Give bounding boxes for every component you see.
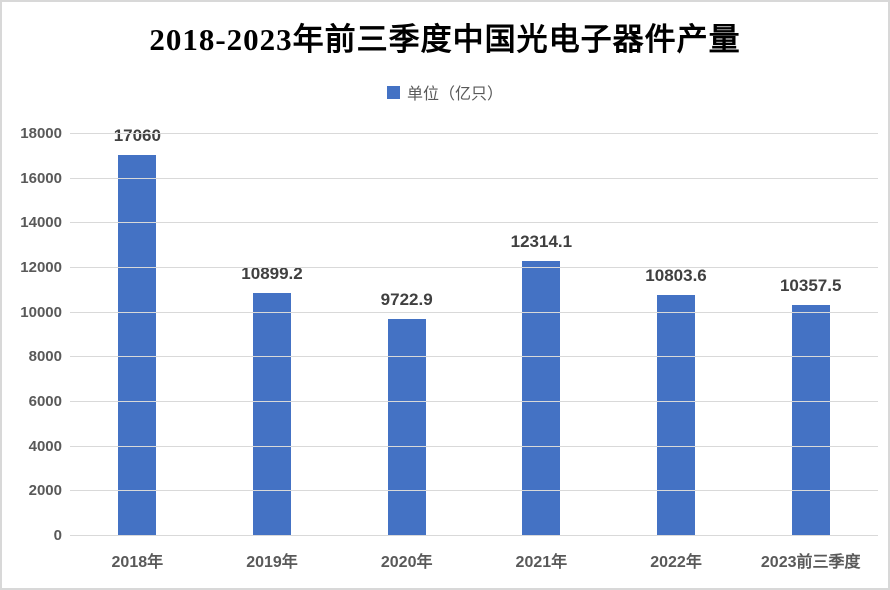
x-axis-tick-label: 2023前三季度: [760, 554, 861, 571]
gridline: [70, 267, 878, 268]
bar: [657, 294, 696, 536]
bar-value-label: 9722.9: [380, 289, 433, 309]
gridline: [70, 177, 878, 179]
gridline: [70, 535, 878, 536]
bar-value-label: 10803.6: [645, 265, 707, 285]
bar-column: 12314.1: [474, 134, 609, 536]
bar-column: 10899.2: [205, 134, 340, 536]
gridline: [70, 133, 878, 134]
x-axis-tick-label: 2020年: [380, 554, 433, 571]
gridline: [70, 401, 878, 402]
legend-marker-icon: [386, 85, 400, 99]
plot-area: 17060 10899.2 9722.9 12314.1 10803.6 10357.5: [70, 126, 878, 536]
bar-value-label: 12314.1: [510, 232, 573, 251]
bar-value-label: 17060: [113, 126, 161, 145]
legend: 单位（亿只）: [2, 80, 888, 104]
gridline: [70, 356, 878, 358]
y-axis-tick-label: 12000: [20, 259, 62, 276]
x-axis-tick-label: 2022年: [650, 554, 702, 571]
legend-label: 单位（亿只）: [406, 86, 503, 103]
y-axis-tick-label: 16000: [20, 169, 62, 187]
y-axis-tick-label: 14000: [20, 214, 62, 232]
y-axis-tick-label: 2000: [28, 482, 62, 500]
bar-column: 9722.9: [339, 134, 474, 536]
x-axis-labels: 2018年 2019年 2020年 2021年 2022年 2023前三季度: [70, 548, 878, 572]
y-axis-tick-label: 18000: [20, 125, 62, 142]
bar-column: 10803.6: [609, 134, 744, 536]
bar-column: 17060: [70, 126, 205, 536]
bar: [522, 261, 561, 536]
bar-value-label: 10357.5: [779, 275, 842, 295]
bar-series: 17060 10899.2 9722.9 12314.1 10803.6 10357.5: [70, 126, 878, 536]
gridline: [70, 445, 878, 447]
x-axis-tick-label: 2021年: [515, 554, 568, 571]
bar: [253, 292, 291, 536]
y-axis-tick-label: 6000: [28, 393, 62, 410]
y-axis-tick-label: 10000: [20, 303, 62, 321]
x-axis-tick-label: 2019年: [246, 554, 298, 571]
y-axis: 0 2000 4000 6000 8000 10000 12000 14000 16000 180…: [2, 125, 62, 544]
bar-column: 10357.5: [743, 134, 878, 536]
gridline: [70, 490, 878, 492]
y-axis-tick-label: 4000: [28, 437, 62, 455]
x-axis-tick-label: 2018年: [111, 554, 164, 571]
bar: [791, 304, 830, 536]
gridline: [70, 311, 878, 313]
gridline: [70, 222, 878, 224]
y-axis-tick-label: 8000: [28, 348, 62, 366]
bar-value-label: 10899.2: [241, 263, 303, 283]
bar: [118, 155, 157, 536]
chart-title: 2018-2023年前三季度中国光电子器件产量: [149, 22, 741, 57]
bar: [387, 318, 426, 536]
y-axis-tick-label: 0: [53, 527, 62, 544]
